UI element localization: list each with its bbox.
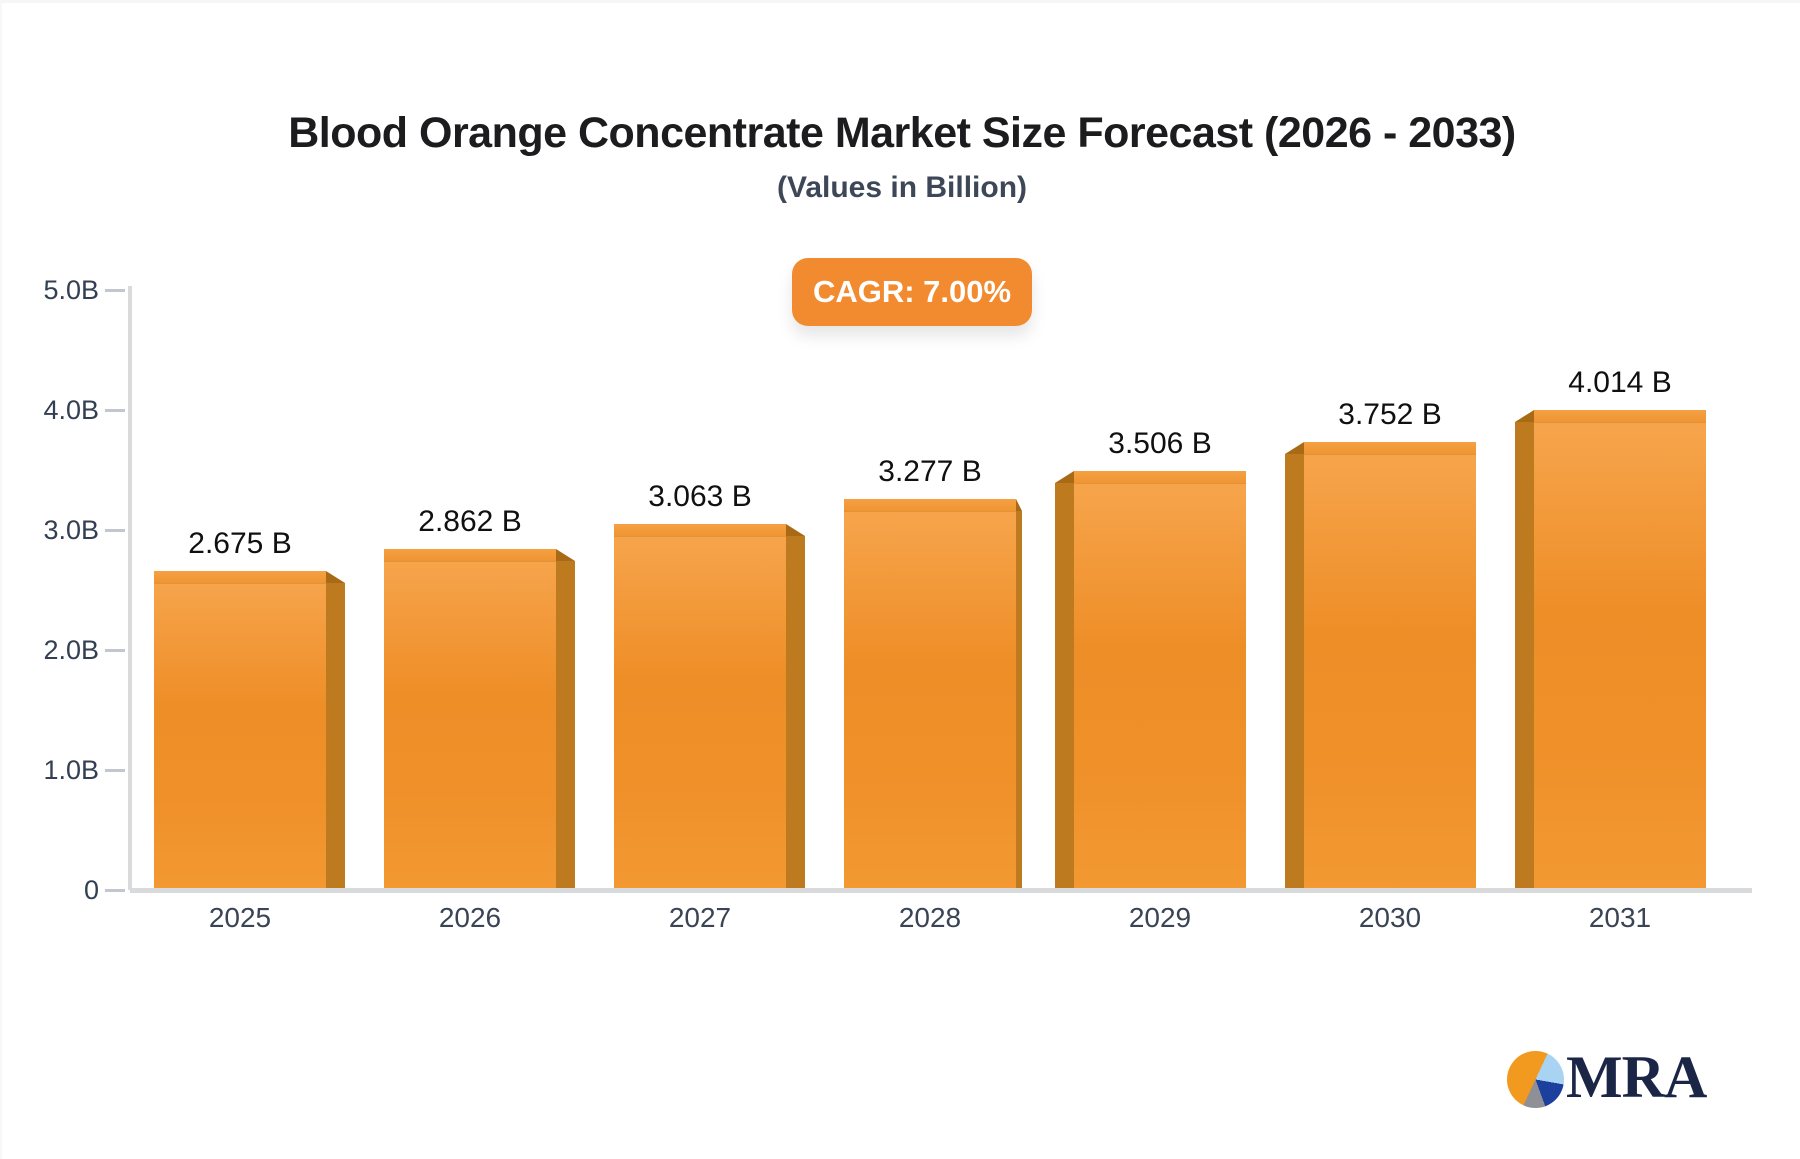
x-axis-label: 2026 [438,902,502,933]
bar-corner-bevel [1515,410,1534,422]
x-axis-label: 2031 [1588,902,1652,933]
y-axis-label: 1.0B [43,755,99,785]
y-tick-mark [105,769,125,772]
brand-logo-text: MRA [1566,1044,1707,1110]
bar [614,524,786,892]
y-axis-label: 0 [83,875,99,905]
x-axis-label: 2025 [208,902,272,933]
y-tick-mark [105,409,125,412]
bar-corner-bevel [1016,499,1022,511]
bar-side-face [1515,422,1534,892]
chart-subtitle: (Values in Billion) [776,171,1028,204]
y-axis-label: 5.0B [43,275,99,305]
y-tick-mark [105,649,125,652]
y-tick-mark [105,289,125,292]
y-axis-label: 3.0B [43,515,99,545]
bar [384,549,556,892]
bar-corner-bevel [1055,471,1074,483]
cagr-badge: CAGR: 7.00% [792,258,1032,326]
bar-side-face [786,536,805,892]
bar-top-face [614,524,786,537]
y-tick-mark [105,889,125,892]
chart-title: Blood Orange Concentrate Market Size For… [288,109,1516,157]
bar [1074,471,1246,892]
x-axis-baseline [130,888,1752,893]
bar-side-face [326,583,345,892]
bar-value-label: 4.014 B [1568,366,1672,399]
bar-top-face [1304,442,1476,455]
bar-top-face [1074,471,1246,484]
y-axis-label: 4.0B [43,395,99,425]
bar-value-label: 3.277 B [878,455,982,488]
bar-side-face [556,561,575,892]
bar-side-face [1055,483,1074,892]
bar-top-face [1534,410,1706,423]
bar-top-face [154,571,326,584]
pie-chart-icon [1507,1050,1564,1108]
x-axis-label: 2028 [898,902,962,933]
bar-value-label: 2.675 B [188,527,292,560]
y-axis-label: 2.0B [43,635,99,665]
bar-value-label: 2.862 B [418,505,522,538]
bar-corner-bevel [326,571,345,583]
bar-value-label: 3.752 B [1338,398,1442,431]
bar [1304,442,1476,892]
x-axis-label: 2030 [1358,902,1422,933]
x-axis-label: 2027 [668,902,732,933]
bar-corner-bevel [556,549,575,561]
bar [1534,410,1706,892]
bar [154,571,326,892]
bar-value-label: 3.063 B [648,480,752,513]
y-tick-mark [105,529,125,532]
bar-corner-bevel [786,524,805,536]
y-axis-line [128,286,132,890]
brand-logo: MRA [1507,1041,1707,1113]
bar-top-face [384,549,556,562]
bar-side-face [1285,454,1304,892]
bar-chart-plot-area: 0 1.0B 2.0B 3.0B 4.0B 5.0B 2.675 B 2025 2.862 B 2… [2,3,1800,1159]
bar-top-face [844,499,1016,512]
bar [844,499,1016,892]
bar-side-face [1016,511,1022,892]
bar-corner-bevel [1285,442,1304,454]
bar-value-label: 3.506 B [1108,427,1212,460]
x-axis-label: 2029 [1128,902,1192,933]
